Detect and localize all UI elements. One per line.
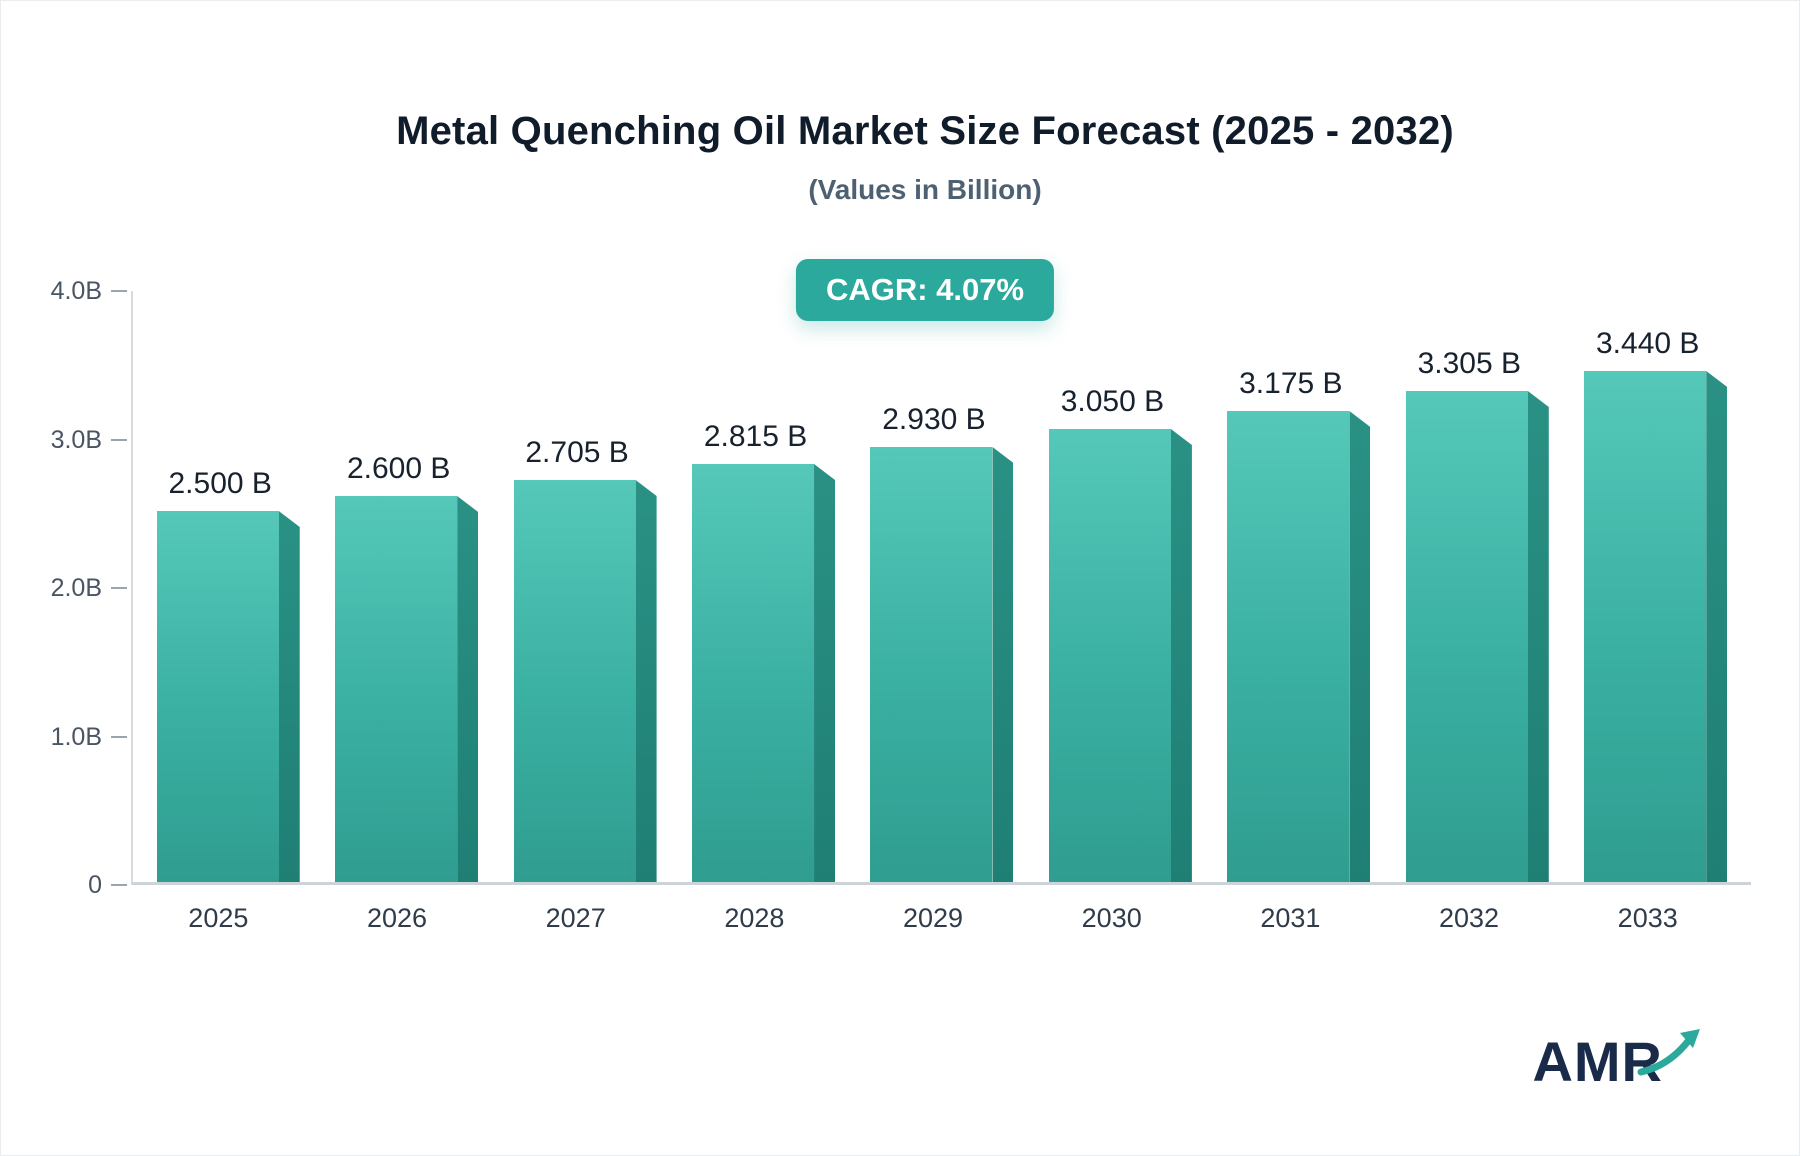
bar — [156, 511, 300, 882]
bar-front-face — [1405, 391, 1528, 882]
y-tick-mark — [111, 438, 127, 441]
amr-logo: AMR — [1532, 1028, 1703, 1094]
x-axis-label: 2033 — [1617, 903, 1678, 933]
bar-front-face — [870, 447, 993, 882]
x-axis-label: 2030 — [1081, 903, 1142, 933]
bar-front-face — [1227, 411, 1350, 882]
y-tick-label: 0 — [88, 871, 127, 899]
bar-group: 2.930 B — [853, 291, 1031, 882]
cagr-badge: CAGR: 4.07% — [795, 259, 1055, 321]
bar — [1227, 411, 1371, 882]
bar-value-label: 3.440 B — [1596, 327, 1700, 360]
y-tick-mark — [111, 884, 127, 886]
x-axis-label: 2025 — [188, 903, 249, 933]
bar-side-face — [457, 496, 479, 882]
bar-value-label: 2.815 B — [703, 420, 808, 453]
bar-value-label: 2.930 B — [882, 403, 986, 436]
chart-header: Metal Quenching Oil Market Size Forecast… — [115, 109, 1735, 206]
bar-value-label: 3.305 B — [1417, 347, 1521, 380]
bar-value-label: 3.050 B — [1060, 385, 1165, 418]
bar-group: 2.600 B — [317, 291, 495, 882]
y-tick-mark — [111, 735, 127, 738]
bar-group: 3.050 B — [1031, 291, 1209, 882]
bar — [1584, 371, 1728, 882]
bar-front-face — [1584, 371, 1707, 882]
y-tick-label: 4.0B — [51, 277, 127, 305]
x-axis-labels: 2025 2026 2027 2028 2029 2030 2031 2032 2033 — [131, 903, 1751, 934]
bar-side-face — [1527, 391, 1549, 882]
bar-side-face — [1706, 371, 1728, 882]
y-tick-label: 1.0B — [51, 723, 127, 751]
bar-value-label: 3.175 B — [1239, 367, 1343, 400]
bar-side-face — [1170, 429, 1192, 882]
bar-group: 3.305 B — [1388, 291, 1566, 882]
bar-group: 2.705 B — [496, 291, 674, 882]
bars: 2.500 B 2.600 B 2.705 B 2.815 B 2.930 B 3.050… — [133, 291, 1751, 882]
y-tick-mark — [111, 587, 127, 589]
chart-title: Metal Quenching Oil Market Size Forecast… — [396, 109, 1454, 153]
bar-side-face — [635, 480, 657, 882]
bar-front-face — [156, 511, 279, 882]
bar-value-label: 2.500 B — [168, 467, 272, 500]
bar-side-face — [1349, 411, 1371, 882]
amr-logo-text: AMR — [1532, 1030, 1663, 1093]
bar — [870, 447, 1014, 882]
x-axis-label: 2028 — [724, 903, 785, 933]
x-axis-label: 2032 — [1439, 903, 1500, 933]
x-axis-label: 2031 — [1260, 903, 1321, 933]
logo-arrow-icon — [1637, 1028, 1700, 1075]
y-tick-mark — [111, 290, 127, 292]
bar-group: 3.440 B — [1567, 291, 1745, 882]
bar-value-label: 2.600 B — [346, 452, 451, 485]
x-axis-label: 2026 — [366, 903, 428, 933]
bar-front-face — [1048, 429, 1171, 882]
chart-subtitle: (Values in Billion) — [808, 174, 1042, 205]
y-tick-label: 3.0B — [51, 426, 127, 454]
bar — [335, 496, 479, 882]
bar-front-face — [692, 464, 815, 882]
bar — [692, 464, 836, 882]
bar-front-face — [513, 480, 636, 882]
bar — [513, 480, 657, 882]
y-tick-label: 2.0B — [51, 574, 127, 602]
x-axis-label: 2029 — [902, 903, 964, 933]
plot-area: 2.500 B 2.600 B 2.705 B 2.815 B 2.930 B 3.050… — [131, 291, 1751, 885]
bar-group: 2.815 B — [674, 291, 852, 882]
bar-group: 2.500 B — [139, 291, 317, 882]
bar — [1405, 391, 1549, 882]
bar-side-face — [814, 464, 836, 882]
bar-value-label: 2.705 B — [525, 436, 629, 469]
y-axis: 0 1.0B 2.0B 3.0B 4.0B — [47, 277, 131, 899]
bar-group: 3.175 B — [1210, 291, 1388, 882]
x-axis-label: 2027 — [545, 903, 606, 933]
bar — [1048, 429, 1192, 882]
bar-front-face — [335, 496, 458, 882]
bar-side-face — [278, 511, 300, 882]
bar-side-face — [992, 447, 1014, 882]
